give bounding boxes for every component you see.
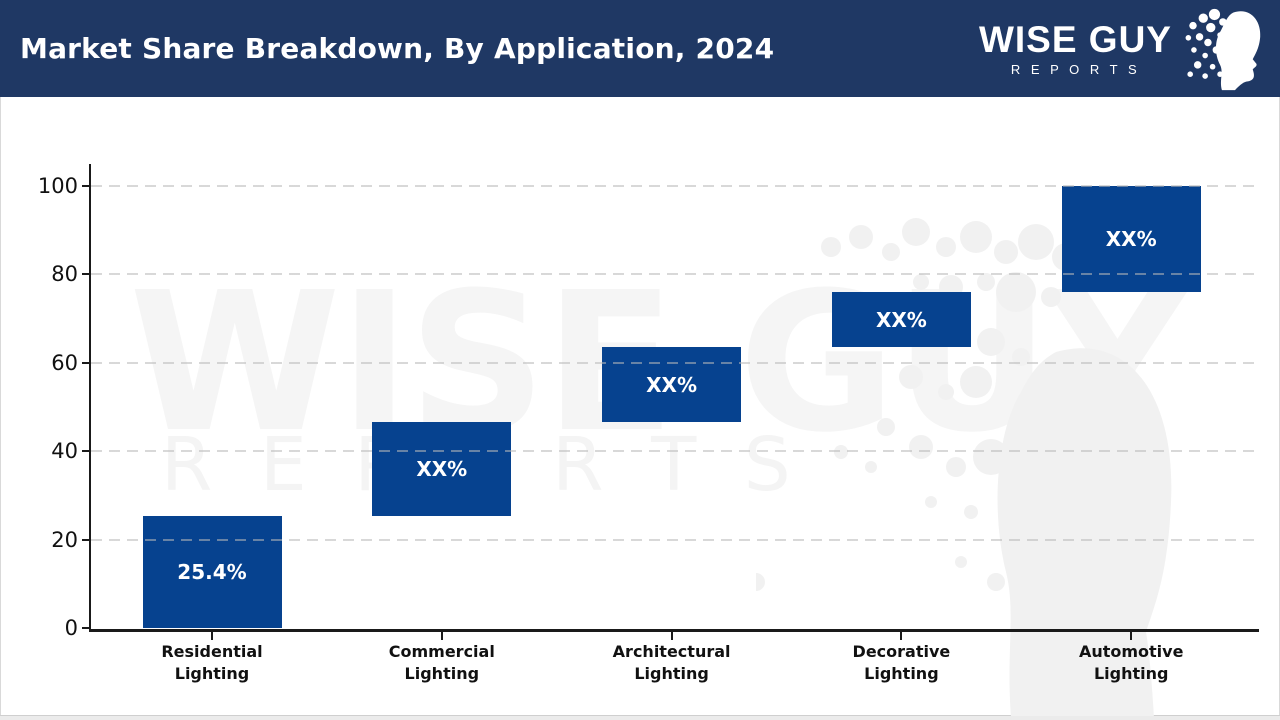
- x-category-label-decorative-lighting: Decorative Lighting: [781, 641, 1021, 684]
- x-tick-mark: [1130, 632, 1133, 640]
- bar-automotive-lighting: XX%: [1061, 186, 1201, 293]
- x-category-label-line: Lighting: [634, 663, 709, 683]
- logo-head-icon: [1185, 8, 1261, 90]
- y-gridline: [91, 450, 1257, 453]
- y-tick-mark: [82, 273, 89, 276]
- x-category-label-line: Automotive: [1078, 642, 1184, 661]
- y-tick-mark: [82, 627, 89, 629]
- y-tick-mark: [82, 185, 89, 187]
- x-category-label-commercial-lighting: Commercial Lighting: [322, 641, 562, 684]
- x-category-label-line: Residential: [161, 642, 263, 661]
- x-category-label-line: Architectural: [612, 642, 731, 661]
- bar-value-label: 25.4%: [177, 559, 247, 584]
- brand-logo: WISE GUY R E P O R T S: [979, 7, 1280, 91]
- logo-brand-label: WISE GUY: [978, 19, 1172, 60]
- x-category-label-residential-lighting: Residential Lighting: [92, 641, 332, 684]
- y-tick-label: 60: [51, 350, 78, 375]
- y-tick-mark: [82, 538, 89, 541]
- x-category-label-line: Lighting: [404, 663, 480, 683]
- y-axis-line: [89, 164, 91, 630]
- x-category-label-line: Lighting: [174, 663, 250, 683]
- x-tick-mark: [900, 632, 903, 640]
- x-category-label-line: Lighting: [1093, 663, 1169, 683]
- x-tick-mark: [440, 632, 443, 640]
- header-bar: Market Share Breakdown, By Application, …: [0, 0, 1280, 97]
- y-tick-label: 40: [51, 439, 78, 464]
- bar-residential-lighting: 25.4%: [142, 515, 282, 628]
- y-gridline: [91, 185, 1257, 187]
- bar-architectural-lighting: XX%: [602, 347, 742, 423]
- x-category-label-automotive-lighting: Automotive Lighting: [1011, 641, 1251, 684]
- bottom-edge-strip: [0, 715, 1280, 720]
- logo-sub-label: R E P O R T S: [1010, 62, 1141, 77]
- x-category-label-line: Decorative: [852, 642, 951, 661]
- y-tick-mark: [82, 450, 89, 453]
- y-tick-label: 100: [37, 174, 78, 198]
- watermark-face-dots: [756, 218, 1172, 716]
- y-tick-mark: [82, 361, 89, 364]
- brand-logo-text: WISE GUY R E P O R T S: [979, 21, 1172, 76]
- y-gridline: [91, 361, 1257, 364]
- bar-commercial-lighting: XX%: [372, 422, 512, 516]
- x-tick-mark: [670, 632, 673, 640]
- bar-value-label: XX%: [646, 372, 698, 397]
- bar-value-label: XX%: [875, 307, 927, 332]
- x-category-label-line: Lighting: [864, 663, 939, 683]
- y-tick-label: 20: [51, 527, 78, 552]
- y-tick-label: 80: [51, 262, 78, 287]
- bar-value-label: XX%: [416, 457, 468, 482]
- bar-decorative-lighting: XX%: [831, 292, 971, 348]
- x-category-label-line: Commercial: [388, 642, 495, 661]
- y-gridline: [91, 538, 1257, 541]
- bar-value-label: XX%: [1105, 227, 1157, 252]
- y-tick-label: 0: [64, 616, 78, 640]
- y-gridline: [91, 273, 1257, 276]
- chart-canvas: WISE GUY R E P O R T S 02040608010025.4%…: [0, 97, 1280, 716]
- x-tick-mark: [211, 632, 213, 640]
- x-category-label-architectural-lighting: Architectural Lighting: [552, 641, 792, 684]
- x-axis-line: [89, 629, 1259, 632]
- page-title: Market Share Breakdown, By Application, …: [20, 32, 775, 65]
